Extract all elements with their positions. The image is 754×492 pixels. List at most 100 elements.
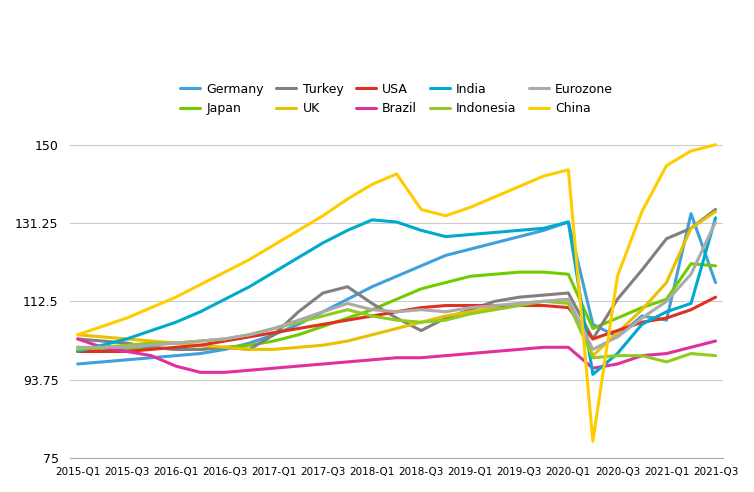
USA <box>711 294 720 300</box>
Brazil <box>539 344 548 350</box>
China <box>122 315 131 321</box>
India <box>539 225 548 231</box>
UK <box>196 342 205 348</box>
Brazil <box>515 346 524 352</box>
Japan <box>196 346 205 352</box>
China <box>343 196 352 202</box>
China <box>539 173 548 179</box>
Indonesia <box>98 344 107 350</box>
India <box>367 217 376 223</box>
Indonesia <box>539 298 548 304</box>
Brazil <box>98 344 107 350</box>
Eurozone <box>637 315 646 321</box>
China <box>637 209 646 215</box>
Turkey <box>662 236 671 242</box>
Japan <box>662 296 671 302</box>
USA <box>147 346 156 352</box>
Turkey <box>686 225 695 231</box>
Turkey <box>392 315 401 321</box>
Turkey <box>220 344 229 350</box>
USA <box>171 344 180 350</box>
Eurozone <box>515 301 524 307</box>
India <box>73 348 82 354</box>
China <box>441 213 450 218</box>
Line: Turkey: Turkey <box>78 210 716 349</box>
UK <box>245 346 254 352</box>
China <box>318 213 327 218</box>
Germany <box>466 246 475 252</box>
Germany <box>196 351 205 357</box>
UK <box>637 307 646 312</box>
Indonesia <box>245 332 254 338</box>
Eurozone <box>220 336 229 342</box>
Eurozone <box>490 303 499 308</box>
UK <box>269 346 278 352</box>
Germany <box>392 274 401 279</box>
Turkey <box>539 292 548 298</box>
Indonesia <box>294 319 303 325</box>
Brazil <box>171 363 180 369</box>
Germany <box>417 263 426 269</box>
Eurozone <box>122 344 131 350</box>
Japan <box>637 305 646 310</box>
Turkey <box>171 346 180 352</box>
India <box>392 219 401 225</box>
UK <box>98 334 107 340</box>
Line: India: India <box>78 218 716 374</box>
Line: China: China <box>78 145 716 441</box>
Line: Germany: Germany <box>78 214 716 364</box>
Brazil <box>318 361 327 367</box>
Brazil <box>588 365 597 371</box>
USA <box>441 303 450 308</box>
Japan <box>343 315 352 321</box>
Brazil <box>637 353 646 359</box>
Line: USA: USA <box>78 297 716 351</box>
Indonesia <box>318 313 327 319</box>
Brazil <box>613 361 622 367</box>
UK <box>441 313 450 319</box>
China <box>196 282 205 288</box>
Turkey <box>269 332 278 338</box>
Line: Japan: Japan <box>78 264 716 349</box>
USA <box>392 309 401 315</box>
Japan <box>564 271 573 277</box>
China <box>711 142 720 148</box>
Eurozone <box>73 344 82 350</box>
UK <box>147 338 156 344</box>
Eurozone <box>98 344 107 350</box>
Japan <box>392 296 401 302</box>
Japan <box>171 346 180 352</box>
India <box>466 232 475 238</box>
UK <box>662 279 671 285</box>
Turkey <box>98 338 107 344</box>
Germany <box>515 234 524 240</box>
USA <box>220 338 229 344</box>
Germany <box>122 357 131 363</box>
Japan <box>73 344 82 350</box>
Eurozone <box>269 326 278 332</box>
Turkey <box>564 290 573 296</box>
Eurozone <box>196 338 205 344</box>
Japan <box>466 274 475 279</box>
Germany <box>662 317 671 323</box>
Germany <box>539 227 548 233</box>
Eurozone <box>318 309 327 315</box>
China <box>367 182 376 187</box>
USA <box>539 303 548 308</box>
India <box>294 254 303 260</box>
Line: Indonesia: Indonesia <box>78 301 716 362</box>
UK <box>588 353 597 359</box>
Indonesia <box>441 317 450 323</box>
Japan <box>294 332 303 338</box>
Brazil <box>662 351 671 357</box>
Brazil <box>466 351 475 357</box>
Germany <box>269 332 278 338</box>
Eurozone <box>392 309 401 315</box>
UK <box>417 319 426 325</box>
Eurozone <box>662 298 671 304</box>
Brazil <box>245 368 254 373</box>
Indonesia <box>564 301 573 307</box>
China <box>220 269 229 275</box>
UK <box>515 301 524 307</box>
Legend: Germany, Japan, Turkey, UK, USA, Brazil, India, Indonesia, Eurozone, China: Germany, Japan, Turkey, UK, USA, Brazil,… <box>180 83 613 115</box>
